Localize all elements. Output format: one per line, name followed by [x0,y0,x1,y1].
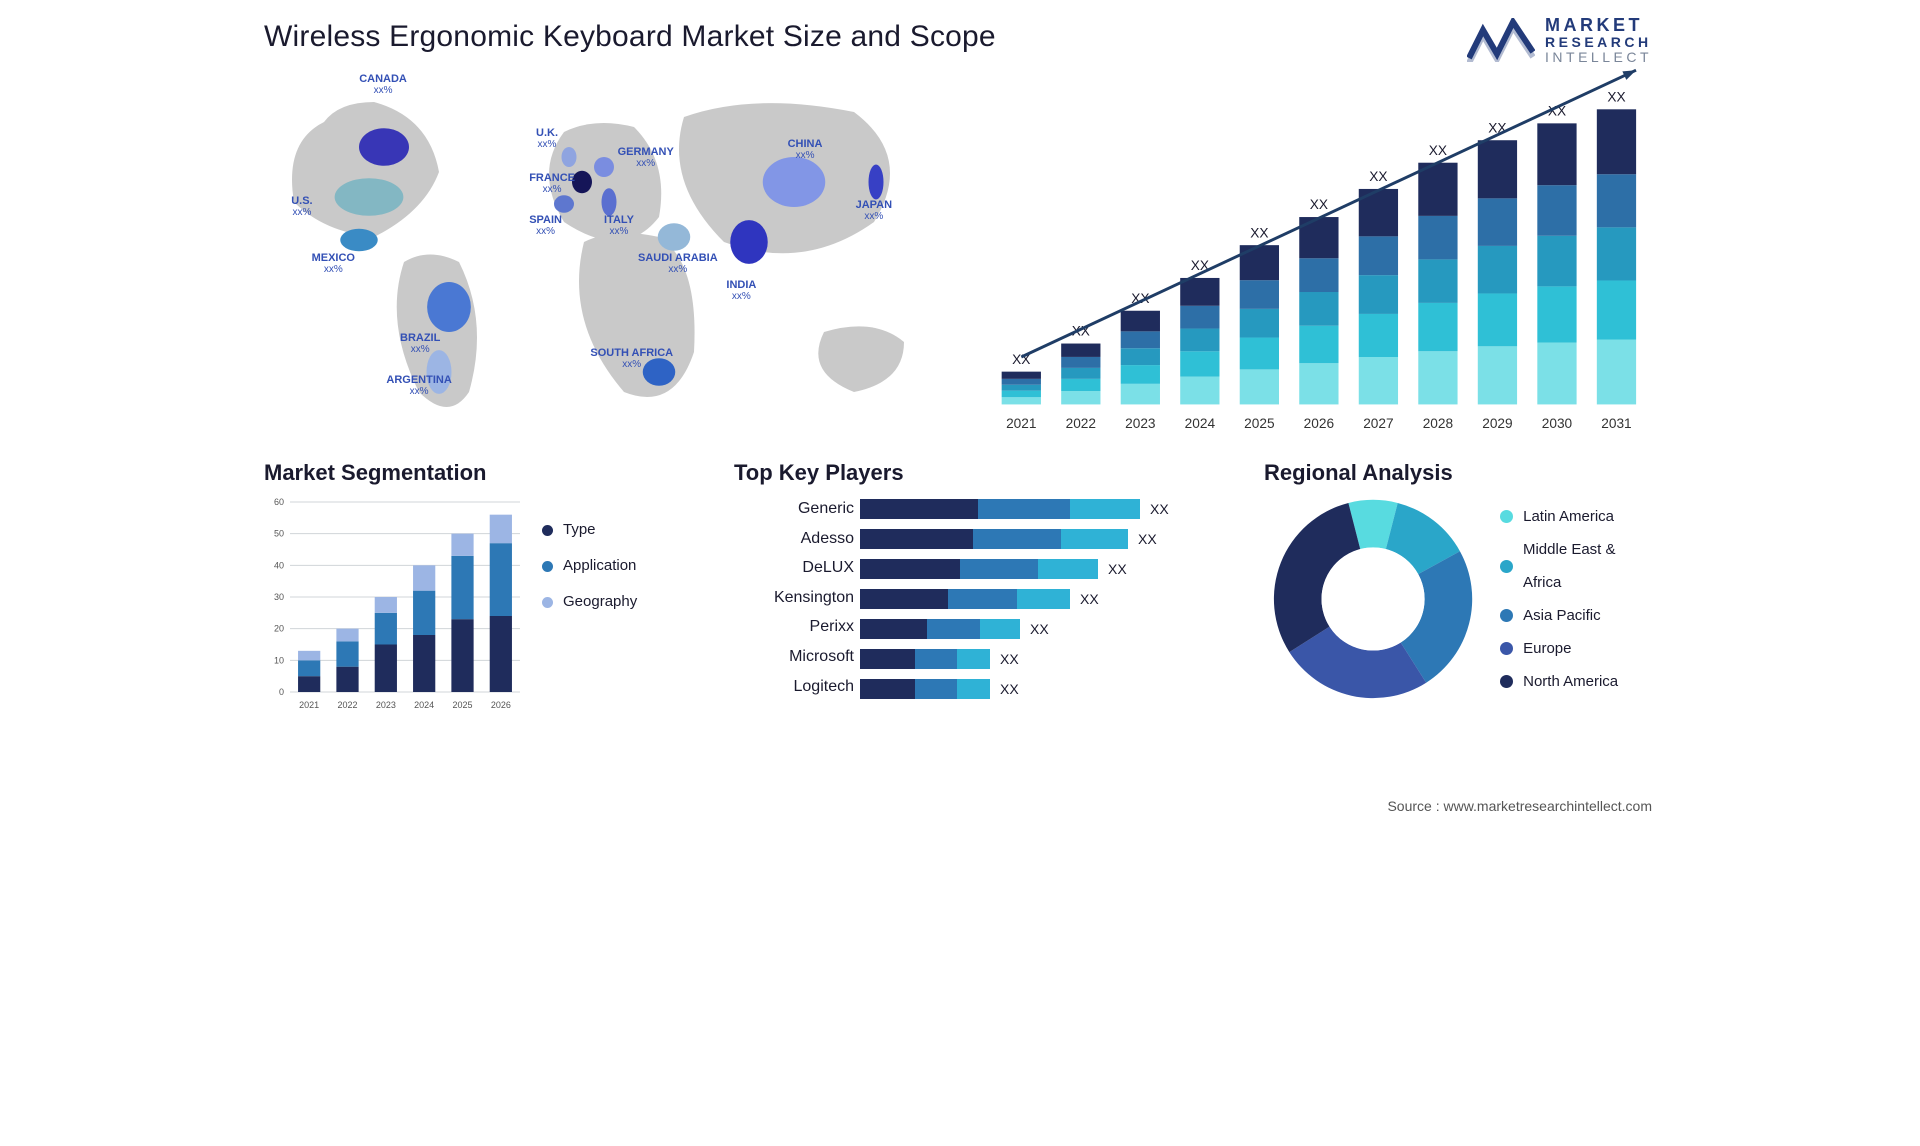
keyplayer-row: XX [860,644,1234,674]
logo-mark-icon [1467,18,1535,62]
svg-text:2024: 2024 [1185,416,1216,431]
keyplayer-row: XX [860,674,1234,704]
regional-title: Regional Analysis [1264,460,1656,486]
map-label: BRAZILxx% [400,332,440,355]
keyplayer-name: Kensington [734,583,854,613]
svg-text:XX: XX [1250,225,1268,240]
keyplayers-title: Top Key Players [734,460,1234,486]
map-label: FRANCExx% [529,172,575,195]
svg-text:2021: 2021 [1006,416,1036,431]
svg-text:20: 20 [274,624,284,634]
map-label: CHINAxx% [788,138,823,161]
svg-text:XX: XX [1607,89,1625,104]
map-label: JAPANxx% [856,199,892,222]
brand-logo: MARKET RESEARCH INTELLECT [1467,16,1652,64]
svg-text:XX: XX [1310,197,1328,212]
map-label: SAUDI ARABIAxx% [638,252,718,275]
map-label: ARGENTINAxx% [386,374,451,397]
source-label: Source : www.marketresearchintellect.com [1387,798,1652,814]
svg-text:2021: 2021 [299,700,319,710]
map-label: U.K.xx% [536,127,558,150]
map-label: ITALYxx% [604,214,634,237]
segmentation-title: Market Segmentation [264,460,704,486]
svg-text:2029: 2029 [1482,416,1512,431]
svg-text:2023: 2023 [1125,416,1155,431]
page-title: Wireless Ergonomic Keyboard Market Size … [264,20,1656,54]
svg-text:XX: XX [1369,169,1387,184]
svg-text:2025: 2025 [1244,416,1275,431]
keyplayer-name: DeLUX [734,553,854,583]
regional-legend: Latin AmericaMiddle East & AfricaAsia Pa… [1500,500,1656,698]
market-size-chart: XX2021XX2022XX2023XX2024XX2025XX2026XX20… [972,62,1656,442]
map-label: GERMANYxx% [618,146,674,169]
svg-text:2026: 2026 [491,700,511,710]
logo-line2: RESEARCH [1545,35,1652,50]
map-label: CANADAxx% [359,73,407,96]
svg-text:60: 60 [274,497,284,507]
regional-legend-item: Middle East & Africa [1500,533,1656,599]
regional-donut [1264,494,1482,704]
svg-text:2027: 2027 [1363,416,1393,431]
regional-panel: Regional Analysis Latin AmericaMiddle Ea… [1264,460,1656,714]
keyplayers-names: GenericAdessoDeLUXKensingtonPerixxMicros… [734,494,854,704]
map-label: INDIAxx% [726,279,756,302]
map-label: MEXICOxx% [312,252,355,275]
segmentation-legend: TypeApplicationGeography [542,494,637,714]
svg-text:2023: 2023 [376,700,396,710]
segmentation-chart: 0 10 20 30 40 50 60 2021 2022 2023 2024 2025 2026 [264,494,524,714]
svg-text:XX: XX [1429,143,1447,158]
keyplayer-name: Perixx [734,612,854,642]
svg-text:50: 50 [274,529,284,539]
svg-text:2024: 2024 [414,700,434,710]
market-segmentation-panel: Market Segmentation 0 10 20 30 40 50 60 2021 202… [264,460,704,714]
svg-text:0: 0 [279,687,284,697]
key-players-panel: Top Key Players GenericAdessoDeLUXKensin… [734,460,1234,714]
svg-text:10: 10 [274,655,284,665]
keyplayer-name: Logitech [734,672,854,702]
keyplayer-row: XX [860,584,1234,614]
svg-text:2025: 2025 [452,700,472,710]
svg-text:40: 40 [274,560,284,570]
world-map: CANADAxx% U.S.xx% MEXICOxx% BRAZILxx% ARGENT… [264,62,944,442]
keyplayers-bars: XXXXXXXXXXXXXX [860,494,1234,704]
svg-text:2030: 2030 [1542,416,1573,431]
svg-text:2022: 2022 [1066,416,1096,431]
keyplayer-row: XX [860,494,1234,524]
segmentation-legend-item: Type [542,512,637,548]
segmentation-legend-item: Application [542,548,637,584]
map-label: U.S.xx% [291,195,312,218]
keyplayer-name: Microsoft [734,642,854,672]
keyplayer-row: XX [860,614,1234,644]
segmentation-legend-item: Geography [542,584,637,620]
keyplayer-row: XX [860,524,1234,554]
logo-line1: MARKET [1545,16,1652,35]
regional-legend-item: Asia Pacific [1500,599,1656,632]
keyplayer-row: XX [860,554,1234,584]
map-label: SOUTH AFRICAxx% [590,347,673,370]
svg-text:2028: 2028 [1423,416,1454,431]
svg-text:2031: 2031 [1601,416,1631,431]
keyplayer-name: Adesso [734,524,854,554]
svg-text:2022: 2022 [337,700,357,710]
regional-legend-item: Europe [1500,632,1656,665]
svg-text:2026: 2026 [1304,416,1334,431]
regional-legend-item: North America [1500,665,1656,698]
svg-text:30: 30 [274,592,284,602]
regional-legend-item: Latin America [1500,500,1656,533]
map-label: SPAINxx% [529,214,562,237]
keyplayer-name: Generic [734,494,854,524]
